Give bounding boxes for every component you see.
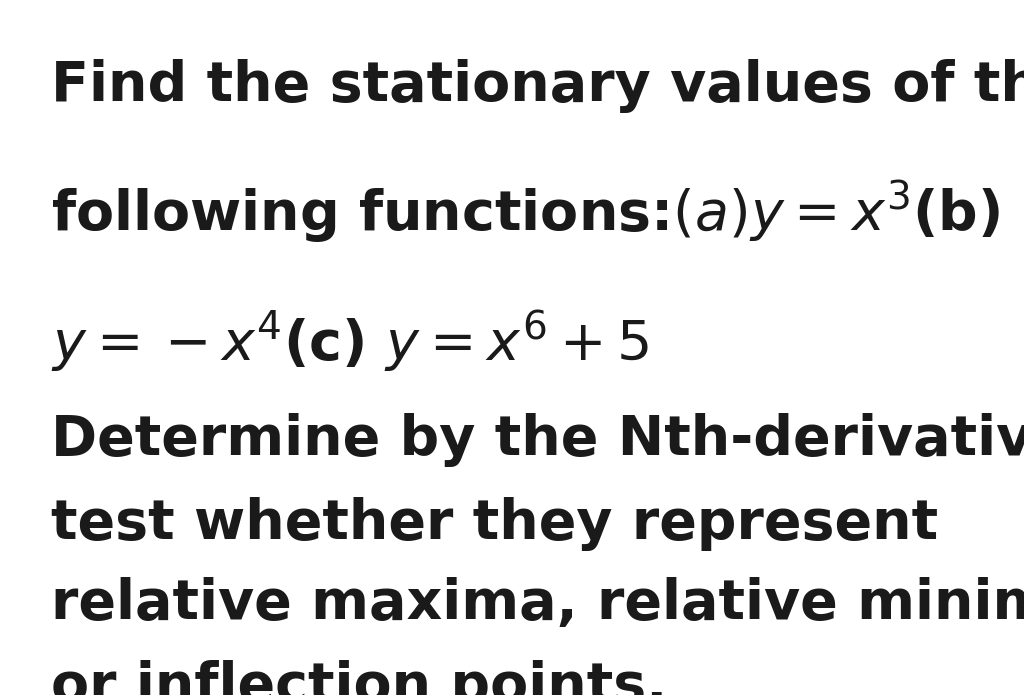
Text: following functions:$(a)y=x^{3}$(b): following functions:$(a)y=x^{3}$(b) xyxy=(51,179,1000,246)
Text: test whether they represent: test whether they represent xyxy=(51,497,938,550)
Text: Find the stationary values of the: Find the stationary values of the xyxy=(51,59,1024,113)
Text: Determine by the Nth-derivative: Determine by the Nth-derivative xyxy=(51,414,1024,467)
Text: $y=-x^{4}$(c) $y=x^{6}+5$: $y=-x^{4}$(c) $y=x^{6}+5$ xyxy=(51,309,649,375)
Text: or inflection points.: or inflection points. xyxy=(51,660,668,695)
Text: relative maxima, relative minima,: relative maxima, relative minima, xyxy=(51,577,1024,630)
